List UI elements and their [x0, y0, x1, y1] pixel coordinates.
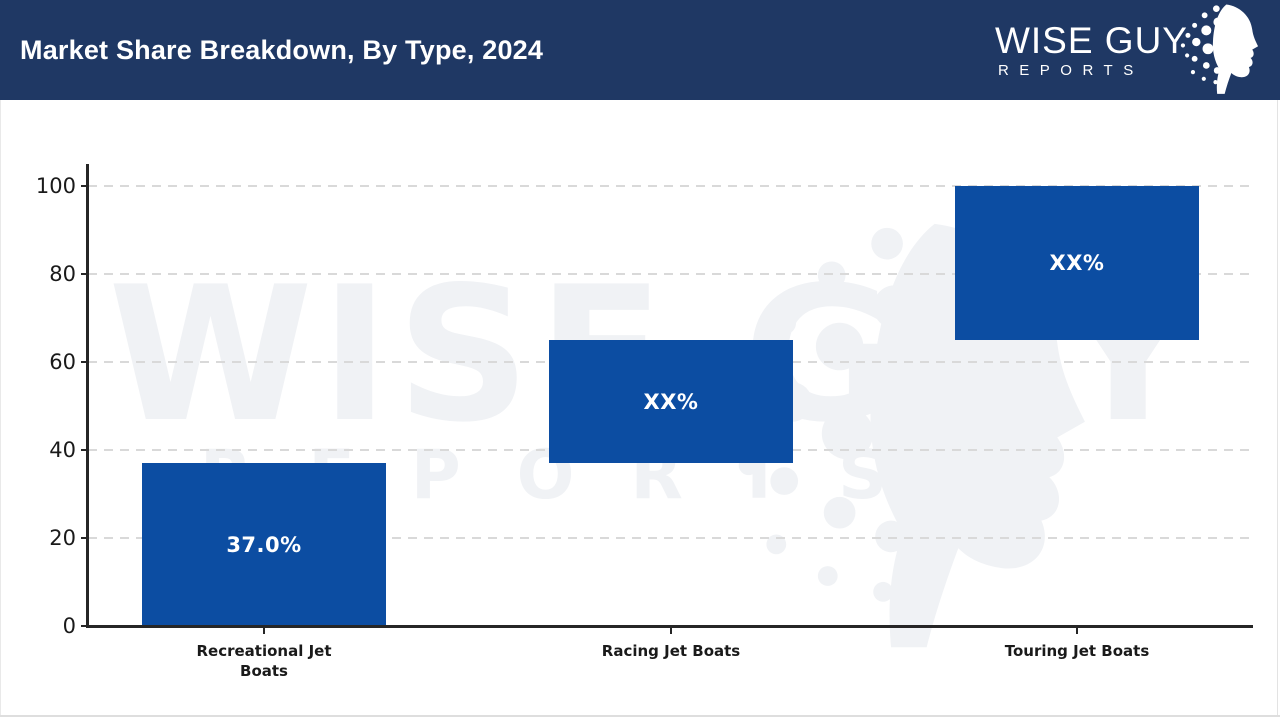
x-axis-spine: [86, 625, 1253, 628]
x-tick-label-0: Recreational Jet Boats: [196, 642, 332, 681]
header-bar: Market Share Breakdown, By Type, 2024 WI…: [0, 0, 1280, 100]
wiseguy-logo: WISE GUY REPORTS: [995, 2, 1262, 98]
right-border-line: [1277, 100, 1278, 715]
x-tick-label-2: Touring Jet Boats: [1004, 642, 1150, 660]
bar-value-label-1: XX%: [643, 389, 699, 414]
left-border-line: [0, 100, 1, 715]
y-tick-label-60: 60: [49, 350, 76, 374]
wiseguy-face-icon: [1180, 4, 1259, 94]
y-axis-spine: [86, 164, 89, 628]
y-tick-label-80: 80: [49, 262, 76, 286]
wiseguy-logo-text: WISE GUY REPORTS: [995, 22, 1188, 78]
bottom-border-line: [0, 715, 1280, 717]
x-tick-mark-0: [263, 628, 265, 634]
y-tick-mark-60: [81, 361, 87, 363]
bar-segment-0: 37.0%: [142, 463, 386, 626]
y-tick-mark-0: [81, 625, 87, 627]
y-tick-label-100: 100: [35, 174, 76, 198]
y-tick-label-20: 20: [49, 526, 76, 550]
y-tick-mark-40: [81, 449, 87, 451]
gridline-100: [88, 185, 1253, 187]
bar-segment-2: XX%: [955, 186, 1199, 340]
logo-subtitle: REPORTS: [997, 62, 1144, 79]
logo-wordmark: WISE GUY: [994, 20, 1188, 61]
y-tick-mark-100: [81, 185, 87, 187]
y-tick-label-40: 40: [49, 438, 76, 462]
bar-value-label-0: 37.0%: [226, 532, 302, 557]
gridline-20: [88, 537, 1253, 539]
y-tick-label-0: 0: [62, 614, 76, 638]
gridline-80: [88, 273, 1253, 275]
y-tick-mark-20: [81, 537, 87, 539]
chart-plot-area: 0 20 40 60 80 100 Recreational Jet Boats Racin…: [0, 100, 1280, 720]
x-tick-label-1: Racing Jet Boats: [601, 642, 741, 660]
y-tick-mark-80: [81, 273, 87, 275]
bar-value-label-2: XX%: [1049, 251, 1105, 275]
x-tick-mark-1: [670, 628, 672, 634]
page-title: Market Share Breakdown, By Type, 2024: [20, 34, 544, 65]
bar-segment-1: XX%: [549, 340, 793, 464]
x-tick-mark-2: [1076, 628, 1078, 634]
